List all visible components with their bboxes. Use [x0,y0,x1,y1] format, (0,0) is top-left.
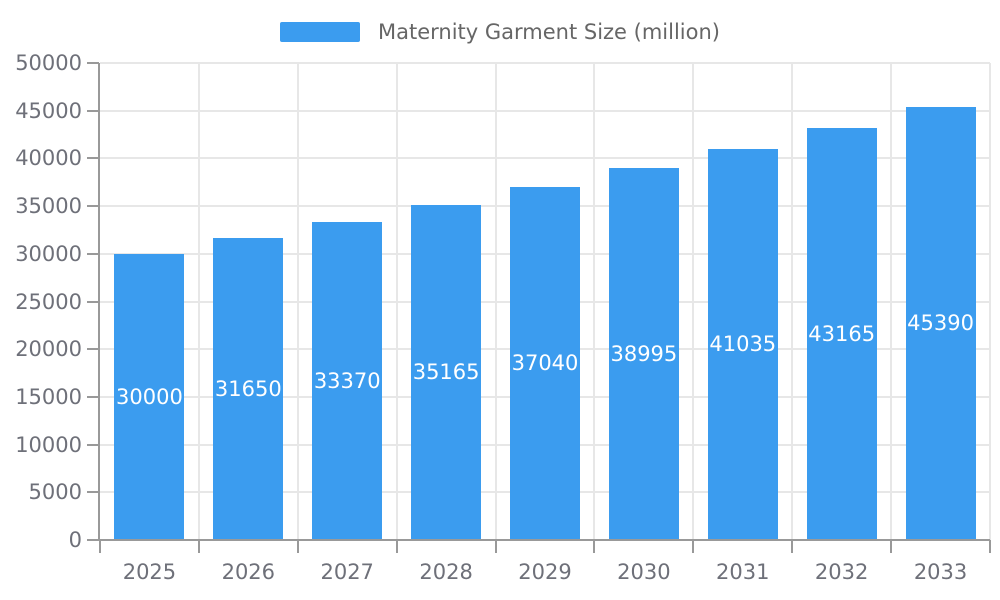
y-axis-tick-label: 0 [68,528,82,552]
x-axis-tick [791,540,794,553]
x-axis-tick [296,540,299,553]
x-axis-tick [197,540,200,553]
y-axis-tick [87,443,99,446]
x-axis-line [98,539,990,541]
x-axis-tick [692,540,695,553]
legend-swatch-icon [279,22,360,42]
x-axis-tick [99,540,101,553]
x-gridline [692,63,695,540]
bar-value-label: 45390 [907,311,974,336]
y-gridline [100,109,990,112]
x-axis-category-label: 2032 [814,560,869,584]
y-axis-tick-label: 50000 [15,51,82,75]
x-gridline [296,63,299,540]
chart-legend: Maternity Garment Size (million) [0,18,1000,46]
bar-value-label: 35165 [412,360,480,385]
x-gridline [593,63,596,540]
x-axis-tick [989,540,991,553]
y-axis-tick [87,252,99,255]
y-axis-tick-label: 40000 [15,146,82,171]
y-axis-tick [87,62,99,64]
bar-2026[interactable]: 31650 [213,238,284,540]
x-axis-category-label: 2033 [913,560,968,584]
x-axis-category-label: 2025 [122,560,177,584]
bar-2028[interactable]: 35165 [411,204,482,540]
y-axis-tick [87,395,99,398]
y-axis-tick [87,109,99,112]
x-gridline [494,63,497,540]
y-axis-tick-label: 10000 [15,432,82,457]
x-gridline [197,63,200,540]
x-axis-tick [395,540,398,553]
x-gridline [791,63,794,540]
y-axis-tick [87,157,99,160]
x-axis-tick [593,540,596,553]
x-axis-category-label: 2030 [617,560,671,584]
x-axis-category-label: 2026 [221,560,276,584]
bar-2030[interactable]: 38995 [608,167,679,540]
bar-2025[interactable]: 30000 [114,253,185,540]
y-axis-tick-label: 5000 [28,480,82,505]
legend-label: Maternity Garment Size (million) [377,20,720,44]
bar-value-label: 38995 [610,341,678,366]
x-axis-tick [494,540,497,553]
x-gridline [890,63,893,540]
y-axis-tick [87,348,99,351]
y-axis-tick [87,205,99,208]
y-axis-tick-label: 45000 [15,98,82,123]
y-axis-tick [87,491,99,494]
x-gridline [395,63,398,540]
y-axis-tick-label: 35000 [15,194,82,219]
y-axis-tick-label: 20000 [15,337,82,362]
x-axis-tick [890,540,893,553]
bar-value-label: 37040 [511,351,579,376]
y-axis-tick-label: 30000 [15,241,82,266]
y-axis-tick-label: 25000 [15,289,82,314]
x-gridline [989,63,991,540]
x-axis-category-label: 2028 [419,560,473,584]
bar-2029[interactable]: 37040 [510,186,580,540]
bar-value-label: 33370 [313,368,381,393]
bar-value-label: 43165 [808,322,876,347]
bar-2027[interactable]: 33370 [312,221,383,540]
bar-value-label: 31650 [214,377,282,402]
y-axis-tick [87,300,99,303]
y-axis-tick [87,539,99,541]
y-gridline [100,62,990,64]
bar-2033[interactable]: 45390 [905,106,976,540]
x-axis-category-label: 2027 [320,560,374,584]
bar-2031[interactable]: 41035 [707,148,778,540]
legend-item-maternity-garment-size[interactable]: Maternity Garment Size (million) [279,20,720,44]
plot-area: 0 5000 10000 15000 20000 25000 30000 35000 40000… [15,51,991,584]
y-axis-tick-label: 15000 [15,384,82,409]
x-axis-category-label: 2029 [518,560,572,584]
bar-2032[interactable]: 43165 [806,128,877,540]
x-axis-category-label: 2031 [716,560,770,584]
y-axis-line [98,63,100,540]
y-gridline [100,157,990,160]
bar-value-label: 41035 [709,332,777,357]
bar-value-label: 30000 [116,384,183,409]
